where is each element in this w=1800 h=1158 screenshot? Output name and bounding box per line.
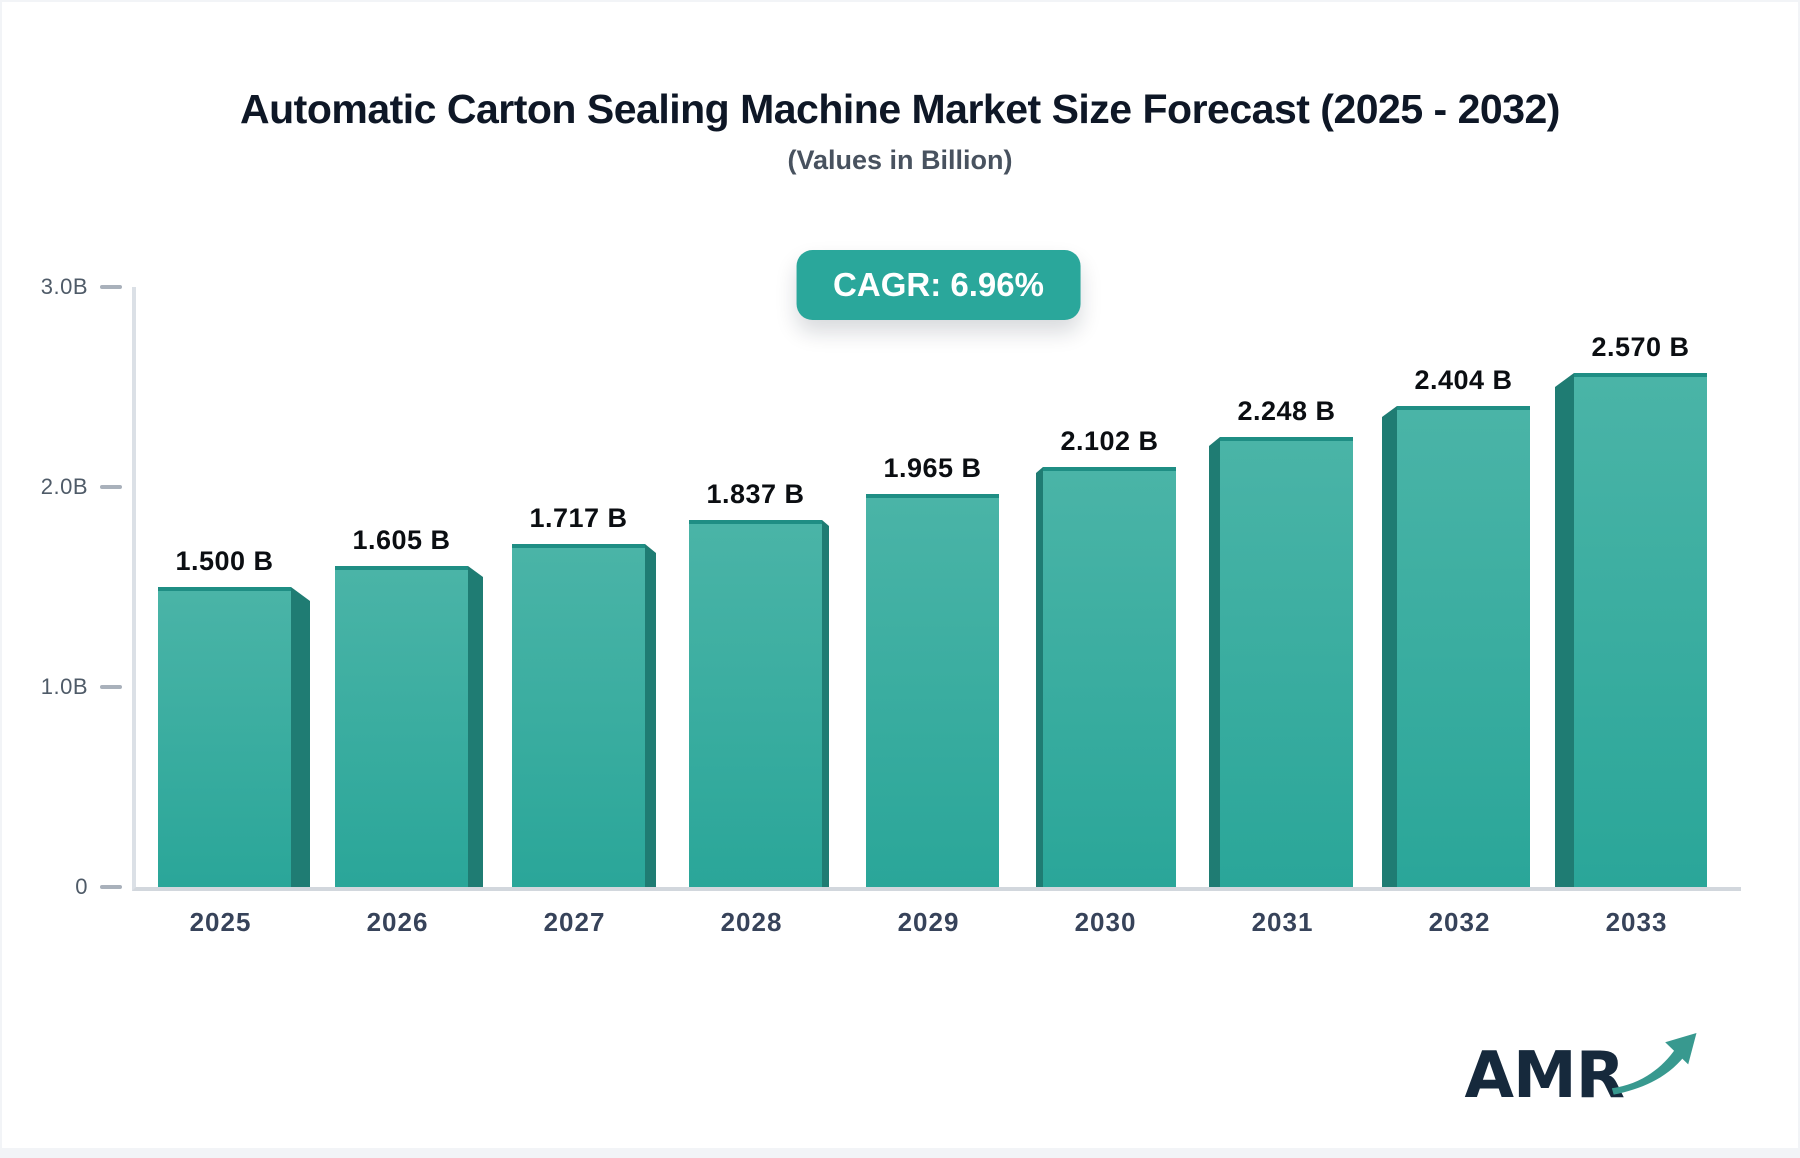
bar-2027: 1.717 B [512,503,656,887]
bar-side-face [291,587,310,887]
bar-value-label: 1.837 B [706,479,805,509]
bar-value-label: 2.248 B [1237,396,1336,426]
y-tick-mark [100,685,122,689]
bar-value-label: 2.570 B [1591,332,1690,362]
y-tick-mark [100,885,122,889]
amr-logo: AMR [1465,1030,1703,1108]
x-axis-tick: 2026 [309,907,486,938]
bar-value-label: 2.102 B [1060,426,1159,456]
bar-column: 2.404 B [1375,365,1552,887]
bar-column: 2.102 B [1021,426,1198,887]
bar-column: 1.965 B [844,453,1021,887]
y-tick: 1.0B [2,674,122,700]
bar-value-label: 1.965 B [883,453,982,483]
x-axis-tick: 2033 [1548,907,1725,938]
bar-side-face [468,566,483,887]
x-axis-label: 2031 [1251,907,1314,937]
bar-2026: 1.605 B [335,525,483,887]
bar-2029: 1.965 B [866,453,999,887]
x-axis-tick: 2030 [1017,907,1194,938]
bar-side-face [1209,437,1220,887]
bar-2033: 2.570 B [1555,332,1707,887]
bar-2030: 2.102 B [1036,426,1176,887]
chart-title: Automatic Carton Sealing Machine Market … [240,86,1560,132]
y-tick: 3.0B [2,274,122,300]
bar-2025: 1.500 B [158,546,310,887]
bar-column: 1.837 B [667,479,844,887]
bar-front-face [512,544,645,887]
x-axis-label: 2027 [543,907,606,937]
chart-subtitle: (Values in Billion) [787,145,1013,175]
bar-column: 2.248 B [1198,396,1375,887]
x-axis: 2025 2026 2027 2028 2029 2030 2031 2032 2033 [132,907,1725,938]
y-tick: 0 [2,874,122,900]
x-axis-label: 2028 [720,907,783,937]
x-axis-tick: 2029 [840,907,1017,938]
bar-front-face [1574,373,1707,887]
bar-value-label: 1.717 B [529,503,628,533]
bar-front-face [689,520,822,887]
bar-column: 1.500 B [136,546,313,887]
x-axis-tick: 2032 [1371,907,1548,938]
bar-value-label: 1.500 B [175,546,274,576]
bar-front-face [1220,437,1353,887]
x-axis-tick: 2027 [486,907,663,938]
bar-2028: 1.837 B [689,479,829,887]
x-axis-tick: 2031 [1194,907,1371,938]
y-tick-label: 2.0B [40,474,88,499]
bar-front-face [866,494,999,887]
amr-logo-text: AMR [1464,1039,1625,1113]
bar-2031: 2.248 B [1209,396,1353,887]
y-tick-mark [100,485,122,489]
y-tick-label: 1.0B [40,674,88,699]
bar-column: 1.605 B [313,525,490,887]
x-axis-label: 2026 [366,907,429,937]
bar-front-face [1397,406,1530,887]
cagr-badge: CAGR: 6.96% [796,250,1081,320]
bar-side-face [1382,406,1397,887]
bars-row: 1.500 B 1.605 B 1.717 B 1.837 B 1.965 B 2.102… [136,287,1729,887]
trend-up-arrow-icon [1611,1033,1697,1095]
bar-2032: 2.404 B [1382,365,1530,887]
y-tick-label: 3.0B [40,274,88,299]
x-axis-label: 2029 [897,907,960,937]
bar-value-label: 1.605 B [352,525,451,555]
bar-side-face [1555,373,1574,887]
x-axis-label: 2032 [1428,907,1491,937]
bar-front-face [158,587,291,887]
plot-area: CAGR: 6.96% 3.0B 2.0B 1.0B 0 1.500 B 1.605 B… [41,250,1741,899]
bar-side-face [645,544,656,887]
x-axis-tick: 2025 [132,907,309,938]
bar-value-label: 2.404 B [1414,365,1513,395]
bar-column: 2.570 B [1552,332,1729,887]
bar-front-face [335,566,468,887]
x-axis-label: 2033 [1605,907,1668,937]
y-tick-mark [100,285,122,289]
x-axis-label: 2025 [189,907,252,937]
y-tick-label: 0 [75,874,88,899]
bar-side-face [822,520,829,887]
y-tick: 2.0B [2,474,122,500]
bar-front-face [1043,467,1176,887]
x-axis-label: 2030 [1074,907,1137,937]
bar-side-face [1036,467,1043,887]
x-axis-tick: 2028 [663,907,840,938]
bar-column: 1.717 B [490,503,667,887]
